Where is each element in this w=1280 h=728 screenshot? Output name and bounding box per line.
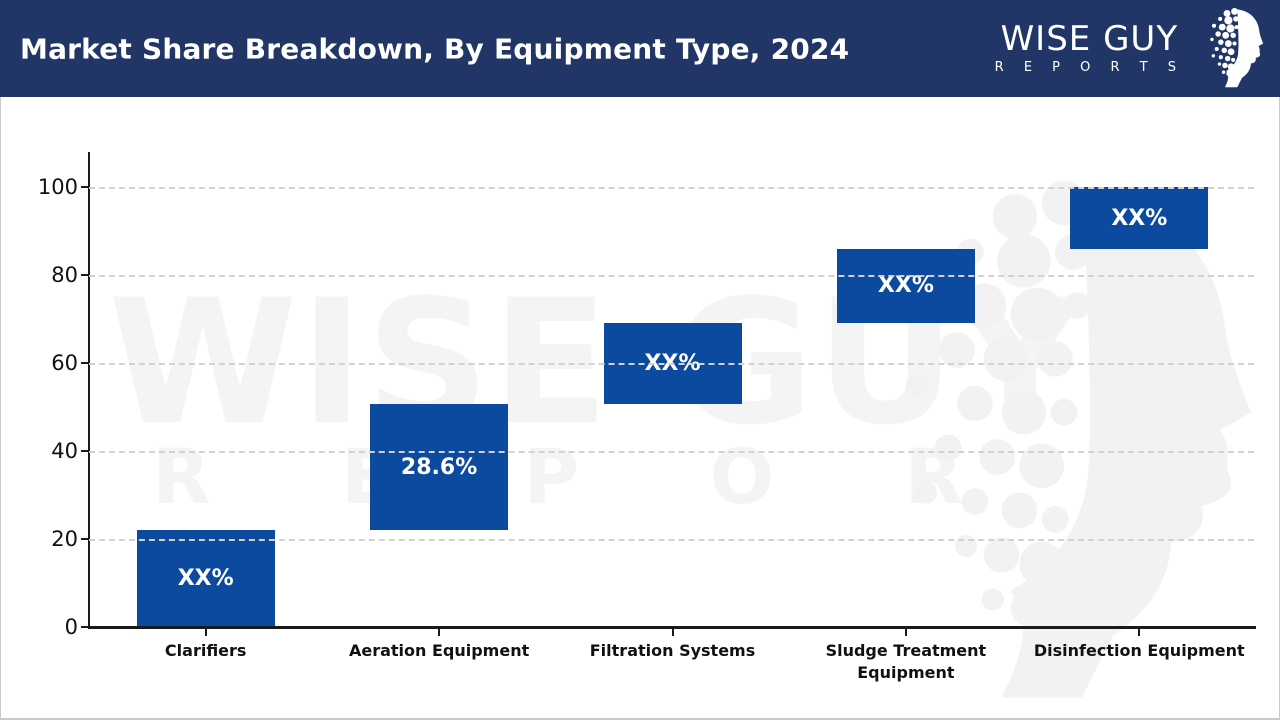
wiseguy-logo-text: WISE GUY R E P O R T S: [994, 19, 1184, 75]
y-tick-mark-60: [81, 362, 89, 364]
x-axis-label-aeration-equipment: Aeration Equipment: [348, 641, 530, 660]
bar-sludge-treatment-equipment: XX%: [836, 249, 975, 323]
x-axis-line: [88, 626, 1256, 629]
bar-value-label: XX%: [177, 566, 234, 592]
gridline-100: [89, 187, 1254, 189]
x-axis-label-sludge-treatment-equipment: Sludge Treatment Equipment: [825, 641, 987, 682]
gridline-60: [89, 363, 1254, 365]
wiseguy-head-icon: [1188, 8, 1266, 90]
wiseguy-logo: WISE GUY R E P O R T S: [995, 6, 1266, 91]
x-axis-label-clarifiers: Clarifiers: [164, 641, 247, 660]
y-tick-mark-0: [81, 626, 89, 628]
gridline-20: [89, 539, 1254, 541]
x-tick-mark-filtration-systems: [671, 628, 674, 636]
gridline-40: [89, 451, 1254, 453]
y-tick-mark-100: [81, 186, 89, 188]
y-tick-mark-40: [81, 450, 89, 452]
y-tick-label-40: 40: [51, 439, 78, 463]
bar-aeration-equipment: 28.6%: [370, 404, 509, 531]
wiseguy-logo-line2: R E P O R T S: [994, 59, 1184, 75]
bar-value-label: XX%: [1111, 205, 1168, 231]
y-tick-label-0: 0: [64, 615, 78, 639]
x-axis-label-disinfection-equipment: Disinfection Equipment: [1033, 641, 1245, 660]
y-tick-label-100: 100: [37, 175, 78, 199]
gridline-80: [89, 275, 1254, 277]
y-tick-label-20: 20: [51, 527, 78, 551]
bar-value-label: 28.6%: [400, 454, 478, 480]
x-axis-label-filtration-systems: Filtration Systems: [589, 641, 756, 660]
bar-clarifiers: XX%: [136, 530, 275, 627]
y-axis-line: [88, 152, 90, 628]
y-tick-mark-20: [81, 538, 89, 540]
x-tick-mark-sludge-treatment-equipment: [904, 628, 907, 636]
x-tick-mark-disinfection-equipment: [1138, 628, 1141, 636]
bar-disinfection-equipment: XX%: [1070, 187, 1209, 250]
wiseguy-logo-line1: WISE GUY: [1000, 19, 1179, 60]
chart-title: Market Share Breakdown, By Equipment Typ…: [20, 32, 850, 65]
x-tick-mark-aeration-equipment: [438, 628, 441, 636]
header-bar: Market Share Breakdown, By Equipment Typ…: [0, 0, 1280, 97]
bar-value-label: XX%: [877, 273, 934, 299]
x-tick-mark-clarifiers: [204, 628, 207, 636]
y-tick-label-80: 80: [51, 263, 78, 287]
y-tick-mark-80: [81, 274, 89, 276]
y-tick-label-60: 60: [51, 351, 78, 375]
